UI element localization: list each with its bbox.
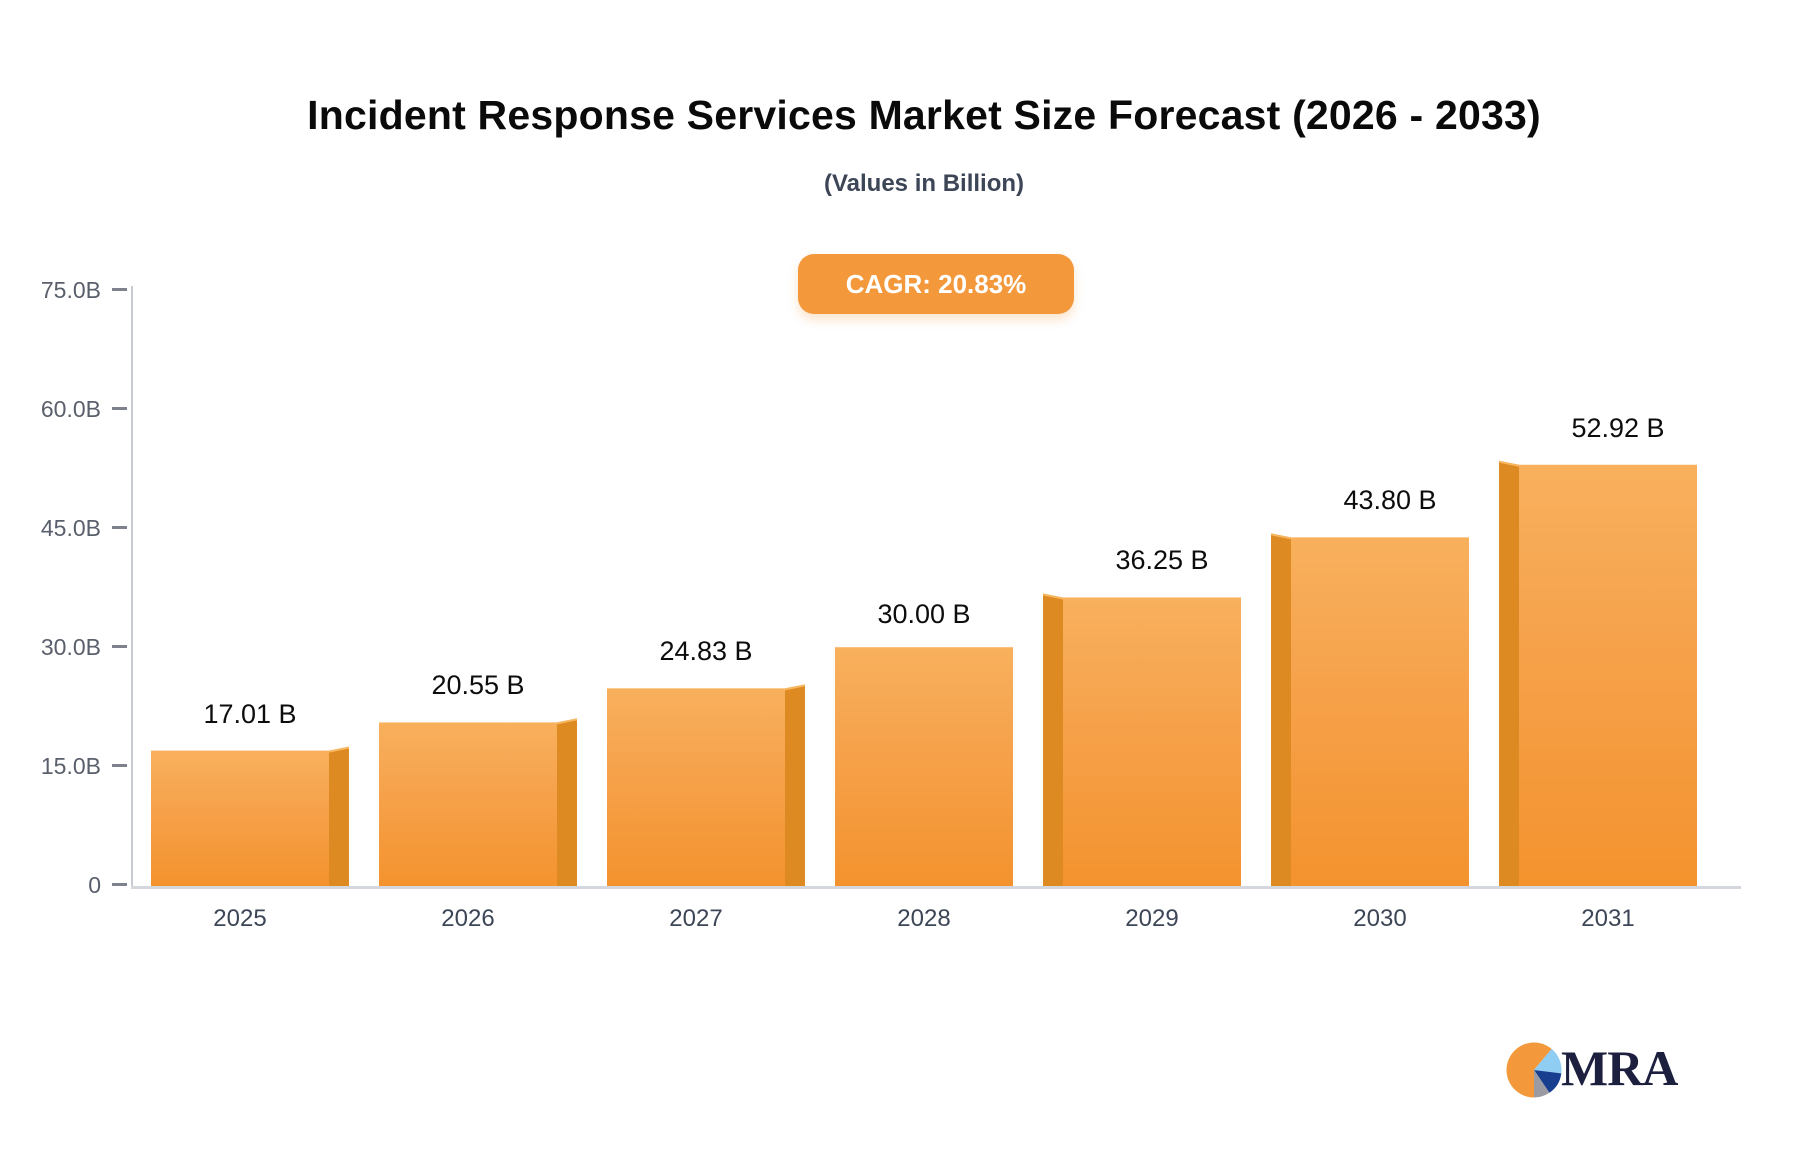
svg-text:MRA: MRA <box>1561 1040 1678 1096</box>
